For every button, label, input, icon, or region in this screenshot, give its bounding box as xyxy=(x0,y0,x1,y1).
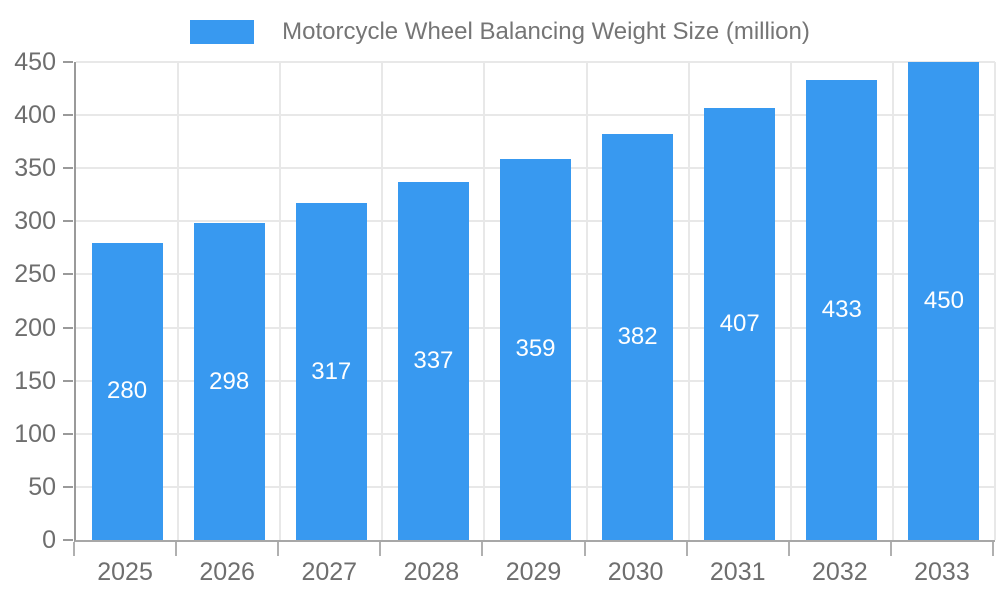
x-axis-tick-label: 2027 xyxy=(301,558,358,586)
bar[interactable]: 433 xyxy=(806,80,878,540)
x-axis-tick-mark xyxy=(685,542,688,556)
x-axis-tick-mark xyxy=(175,542,178,556)
bar-value-label: 407 xyxy=(719,309,760,337)
x-axis-tick-mark xyxy=(889,542,892,556)
gridline-vertical xyxy=(687,62,690,540)
y-axis-tick-mark xyxy=(63,167,73,170)
y-axis-tick-label: 350 xyxy=(14,154,56,183)
bar[interactable]: 298 xyxy=(193,223,265,540)
bar-value-label: 317 xyxy=(311,357,352,385)
y-axis-tick-mark xyxy=(63,220,73,223)
gridline-vertical xyxy=(994,62,996,540)
bar[interactable]: 280 xyxy=(91,242,163,540)
bar[interactable]: 382 xyxy=(602,134,674,540)
gridline-horizontal xyxy=(76,61,995,63)
gridline-horizontal xyxy=(76,114,995,117)
y-axis-tick-mark xyxy=(63,432,73,435)
bar[interactable]: 337 xyxy=(397,182,469,540)
gridline-vertical xyxy=(177,62,180,540)
y-axis-tick-label: 450 xyxy=(14,48,56,76)
gridline-vertical xyxy=(891,62,894,540)
gridline-vertical xyxy=(483,62,486,540)
bar-value-label: 298 xyxy=(209,367,250,395)
plot-area: 280 298 317 337 359 382 407 433 450 xyxy=(74,61,996,542)
gridline-vertical xyxy=(789,62,792,540)
y-axis-tick-mark xyxy=(63,114,73,117)
y-axis-tick-label: 400 xyxy=(14,101,56,130)
gridline-vertical xyxy=(381,62,384,540)
x-axis-tick-label: 2026 xyxy=(199,558,255,586)
bar[interactable]: 407 xyxy=(704,107,776,540)
bar-value-label: 382 xyxy=(617,323,658,351)
x-axis-tick-label: 2028 xyxy=(403,558,460,586)
y-axis-tick-label: 300 xyxy=(14,207,56,236)
bar-value-label: 450 xyxy=(923,287,964,314)
x-axis-tick-label: 2031 xyxy=(709,558,766,586)
y-axis-tick-mark xyxy=(63,326,73,329)
y-axis-tick-label: 0 xyxy=(42,526,56,554)
legend-label: Motorcycle Wheel Balancing Weight Size (… xyxy=(282,18,810,45)
bar-value-label: 280 xyxy=(107,377,148,405)
bar-value-label: 337 xyxy=(413,347,454,375)
y-axis-tick-mark xyxy=(63,379,73,382)
x-axis-tick-mark xyxy=(787,542,790,556)
y-axis-tick-label: 150 xyxy=(14,366,56,395)
legend-swatch-icon xyxy=(190,20,255,44)
legend[interactable]: Motorcycle Wheel Balancing Weight Size (… xyxy=(0,18,1000,46)
y-axis-tick-mark xyxy=(63,61,73,63)
x-axis-tick-mark xyxy=(73,542,75,556)
y-axis-tick-label: 50 xyxy=(28,472,56,501)
bar-value-label: 359 xyxy=(515,335,556,363)
bar[interactable]: 317 xyxy=(295,203,367,540)
y-axis-tick-label: 100 xyxy=(14,419,56,448)
x-axis-tick-mark xyxy=(379,542,382,556)
bar[interactable]: 450 xyxy=(908,62,980,540)
y-axis-tick-label: 250 xyxy=(14,260,56,289)
bar[interactable]: 359 xyxy=(500,158,571,540)
y-axis-tick-mark xyxy=(63,273,73,276)
x-axis-tick-label: 2032 xyxy=(812,558,868,586)
x-axis-tick-mark xyxy=(583,542,586,556)
y-axis-tick-mark xyxy=(63,539,73,541)
x-axis-tick-label: 2033 xyxy=(914,558,970,586)
x-axis-tick-mark xyxy=(277,542,280,556)
gridline-vertical xyxy=(279,62,282,540)
x-axis-tick-mark xyxy=(992,542,994,556)
bar-value-label: 433 xyxy=(821,296,862,324)
y-axis-tick-label: 200 xyxy=(14,313,56,342)
y-axis-tick-mark xyxy=(63,485,73,488)
x-axis-tick-label: 2029 xyxy=(505,558,562,586)
x-axis-tick-label: 2025 xyxy=(97,558,153,586)
x-axis-tick-label: 2030 xyxy=(607,558,664,586)
x-axis-tick-mark xyxy=(481,542,484,556)
gridline-vertical xyxy=(585,62,588,540)
